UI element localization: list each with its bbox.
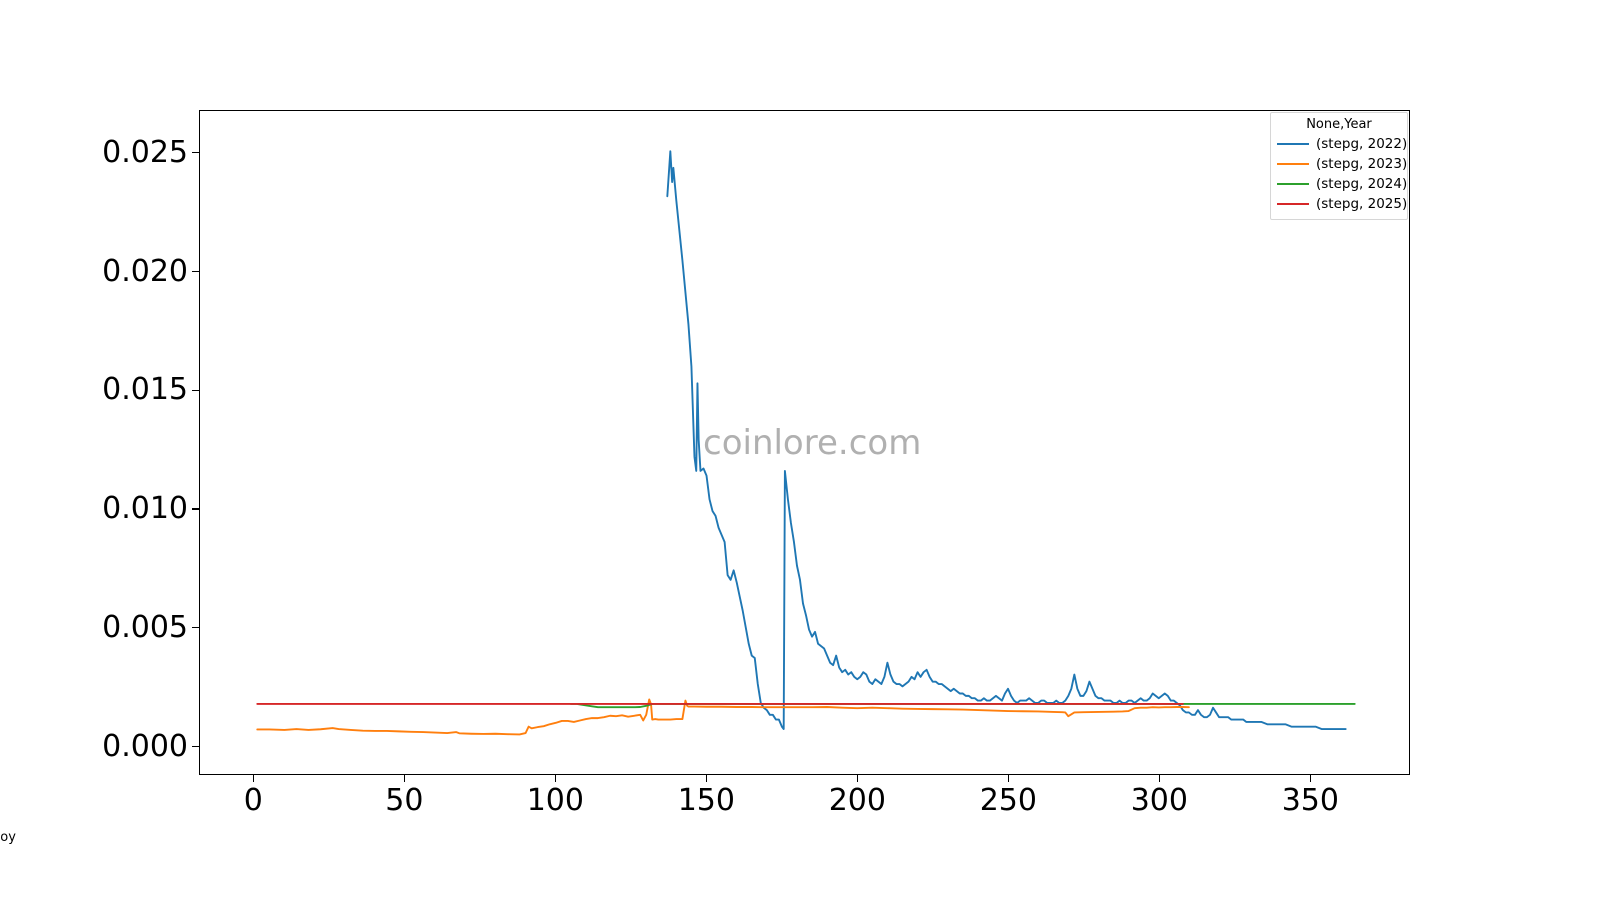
legend-color-swatch — [1277, 183, 1309, 185]
x-tick-mark — [554, 775, 556, 782]
legend-color-swatch — [1277, 163, 1309, 165]
y-tick-mark — [192, 745, 199, 748]
y-tick-label: 0.015 — [102, 372, 188, 408]
x-axis-label-wrap: doy — [0, 830, 1600, 845]
legend-label: (stepg, 2025) — [1316, 196, 1408, 212]
x-tick-mark — [1158, 775, 1160, 782]
x-tick-label: 50 — [385, 783, 424, 818]
legend-color-swatch — [1277, 143, 1309, 145]
y-tick-label: 0.020 — [102, 253, 188, 289]
x-tick-mark — [856, 775, 858, 782]
x-tick-mark — [1007, 775, 1009, 782]
x-tick-label: 100 — [526, 783, 584, 818]
legend-title: None,Year — [1306, 117, 1372, 132]
y-tick-mark — [192, 270, 199, 273]
x-tick-label: 350 — [1281, 783, 1339, 818]
y-tick-label: 0.005 — [102, 609, 188, 645]
x-tick-mark — [1309, 775, 1311, 782]
x-tick-mark — [705, 775, 707, 782]
x-tick-mark — [252, 775, 254, 782]
legend-color-swatch — [1277, 203, 1309, 205]
x-tick-label: 150 — [677, 783, 735, 818]
legend-entry[interactable]: (stepg, 2024) — [1277, 174, 1407, 194]
plot-area — [199, 110, 1410, 775]
x-tick-label: 200 — [828, 783, 886, 818]
y-tick-label: 0.000 — [102, 728, 188, 764]
y-tick-mark — [192, 389, 199, 391]
x-tick-label: 300 — [1130, 783, 1188, 818]
y-tick-mark — [192, 508, 199, 510]
series-line — [666, 150, 1347, 730]
x-tick-label: 0 — [243, 783, 263, 818]
legend-label: (stepg, 2023) — [1316, 156, 1408, 172]
legend-entry[interactable]: (stepg, 2025) — [1277, 194, 1407, 214]
x-tick-label: 250 — [979, 783, 1037, 818]
legend-entries: (stepg, 2022) (stepg, 2023) (stepg, 2024) (… — [1277, 134, 1407, 214]
legend-entry[interactable]: (stepg, 2022) — [1277, 134, 1407, 154]
legend-entry[interactable]: (stepg, 2023) — [1277, 154, 1407, 174]
x-tick-mark — [403, 775, 405, 782]
series-line — [256, 698, 1190, 736]
chart-legend: None,Year (stepg, 2022) (stepg, 2023) (ste… — [1270, 112, 1408, 220]
x-axis-label: doy — [0, 830, 16, 845]
y-tick-label: 0.010 — [102, 491, 188, 526]
y-tick-mark — [192, 152, 199, 154]
legend-label: (stepg, 2024) — [1316, 176, 1408, 192]
legend-label: (stepg, 2022) — [1316, 136, 1408, 152]
series-canvas — [256, 150, 1356, 736]
y-tick-label: 0.025 — [102, 134, 188, 170]
y-tick-mark — [192, 627, 199, 629]
